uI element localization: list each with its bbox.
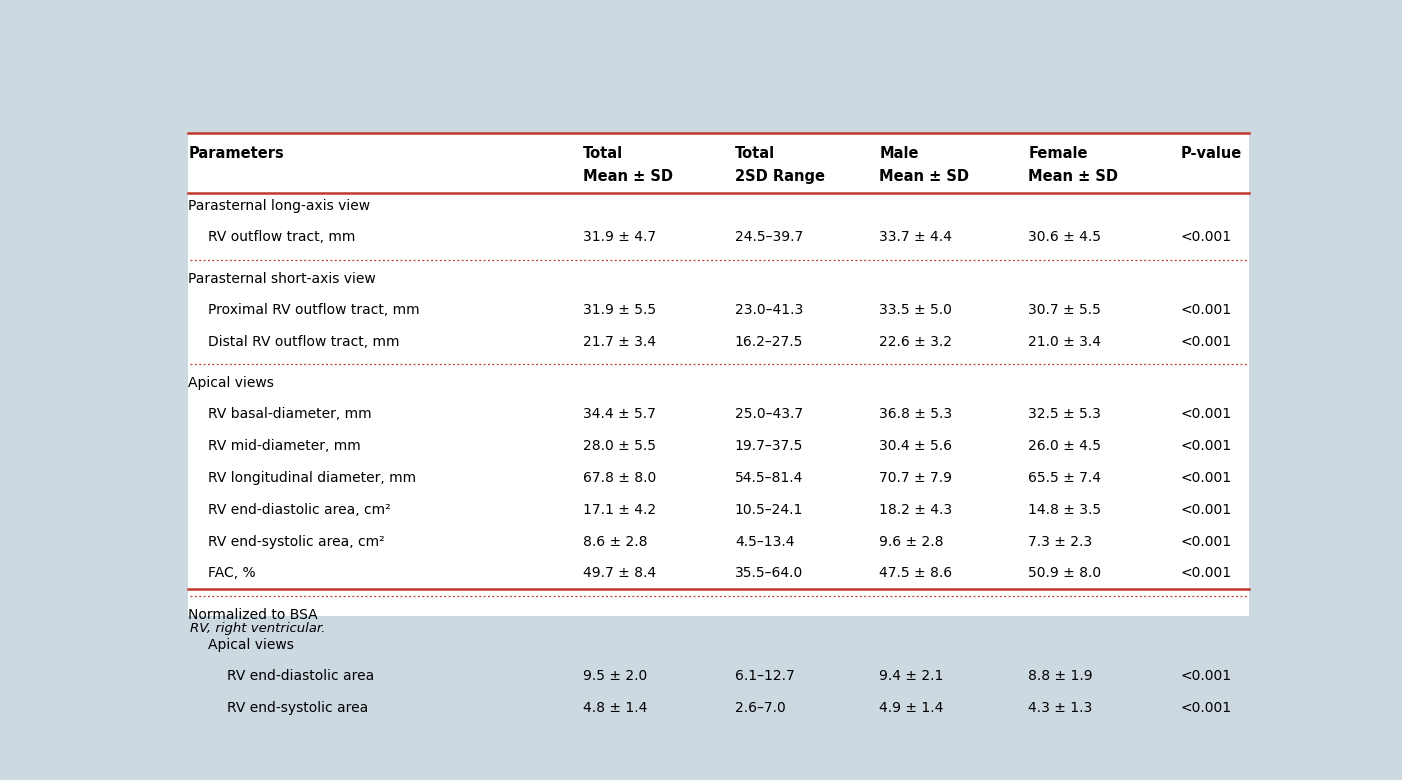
Text: 36.8 ± 5.3: 36.8 ± 5.3 bbox=[879, 407, 952, 421]
Text: RV end-systolic area, cm²: RV end-systolic area, cm² bbox=[207, 534, 384, 548]
Text: <0.001: <0.001 bbox=[1180, 534, 1231, 548]
Text: 9.6 ± 2.8: 9.6 ± 2.8 bbox=[879, 534, 944, 548]
Text: <0.001: <0.001 bbox=[1180, 471, 1231, 485]
Text: RV end-diastolic area: RV end-diastolic area bbox=[227, 669, 374, 683]
Text: 2.6–7.0: 2.6–7.0 bbox=[735, 701, 785, 715]
Text: Male: Male bbox=[879, 146, 918, 161]
Text: <0.001: <0.001 bbox=[1180, 503, 1231, 516]
Text: 7.3 ± 2.3: 7.3 ± 2.3 bbox=[1028, 534, 1092, 548]
Text: Apical views: Apical views bbox=[188, 377, 275, 390]
Text: Parasternal short-axis view: Parasternal short-axis view bbox=[188, 272, 376, 286]
Text: 21.0 ± 3.4: 21.0 ± 3.4 bbox=[1028, 335, 1101, 349]
Text: 67.8 ± 8.0: 67.8 ± 8.0 bbox=[583, 471, 656, 485]
Text: 33.7 ± 4.4: 33.7 ± 4.4 bbox=[879, 230, 952, 244]
Text: 30.4 ± 5.6: 30.4 ± 5.6 bbox=[879, 439, 952, 453]
Text: 4.9 ± 1.4: 4.9 ± 1.4 bbox=[879, 701, 944, 715]
Text: RV end-systolic area: RV end-systolic area bbox=[227, 701, 369, 715]
Text: 70.7 ± 7.9: 70.7 ± 7.9 bbox=[879, 471, 952, 485]
Text: Normalized to BSA: Normalized to BSA bbox=[188, 608, 318, 622]
Text: 8.6 ± 2.8: 8.6 ± 2.8 bbox=[583, 534, 648, 548]
Text: 25.0–43.7: 25.0–43.7 bbox=[735, 407, 803, 421]
Text: P-value: P-value bbox=[1180, 146, 1242, 161]
Text: 31.9 ± 4.7: 31.9 ± 4.7 bbox=[583, 230, 656, 244]
Text: 35.5–64.0: 35.5–64.0 bbox=[735, 566, 803, 580]
Text: 54.5–81.4: 54.5–81.4 bbox=[735, 471, 803, 485]
Text: 26.0 ± 4.5: 26.0 ± 4.5 bbox=[1028, 439, 1101, 453]
Text: RV basal-diameter, mm: RV basal-diameter, mm bbox=[207, 407, 372, 421]
Text: 9.4 ± 2.1: 9.4 ± 2.1 bbox=[879, 669, 944, 683]
Text: 6.1–12.7: 6.1–12.7 bbox=[735, 669, 795, 683]
Text: RV outflow tract, mm: RV outflow tract, mm bbox=[207, 230, 355, 244]
Text: Parameters: Parameters bbox=[188, 146, 285, 161]
Text: 8.8 ± 1.9: 8.8 ± 1.9 bbox=[1028, 669, 1092, 683]
Text: 31.9 ± 5.5: 31.9 ± 5.5 bbox=[583, 303, 656, 317]
Text: <0.001: <0.001 bbox=[1180, 407, 1231, 421]
Text: 4.8 ± 1.4: 4.8 ± 1.4 bbox=[583, 701, 648, 715]
Text: Mean ± SD: Mean ± SD bbox=[583, 169, 673, 184]
Text: <0.001: <0.001 bbox=[1180, 303, 1231, 317]
Text: Mean ± SD: Mean ± SD bbox=[879, 169, 969, 184]
Text: 2SD Range: 2SD Range bbox=[735, 169, 824, 184]
Text: 23.0–41.3: 23.0–41.3 bbox=[735, 303, 803, 317]
Text: Proximal RV outflow tract, mm: Proximal RV outflow tract, mm bbox=[207, 303, 419, 317]
Text: <0.001: <0.001 bbox=[1180, 701, 1231, 715]
Text: 50.9 ± 8.0: 50.9 ± 8.0 bbox=[1028, 566, 1102, 580]
Text: 32.5 ± 5.3: 32.5 ± 5.3 bbox=[1028, 407, 1101, 421]
Text: <0.001: <0.001 bbox=[1180, 566, 1231, 580]
FancyBboxPatch shape bbox=[188, 133, 1249, 616]
Text: <0.001: <0.001 bbox=[1180, 669, 1231, 683]
Text: 49.7 ± 8.4: 49.7 ± 8.4 bbox=[583, 566, 656, 580]
Text: 4.3 ± 1.3: 4.3 ± 1.3 bbox=[1028, 701, 1092, 715]
Text: Total: Total bbox=[583, 146, 622, 161]
Text: 65.5 ± 7.4: 65.5 ± 7.4 bbox=[1028, 471, 1101, 485]
Text: 16.2–27.5: 16.2–27.5 bbox=[735, 335, 803, 349]
Text: 10.5–24.1: 10.5–24.1 bbox=[735, 503, 803, 516]
Text: 30.7 ± 5.5: 30.7 ± 5.5 bbox=[1028, 303, 1101, 317]
Text: RV end-diastolic area, cm²: RV end-diastolic area, cm² bbox=[207, 503, 391, 516]
Text: 47.5 ± 8.6: 47.5 ± 8.6 bbox=[879, 566, 952, 580]
Text: Mean ± SD: Mean ± SD bbox=[1028, 169, 1119, 184]
Text: <0.001: <0.001 bbox=[1180, 230, 1231, 244]
Text: RV longitudinal diameter, mm: RV longitudinal diameter, mm bbox=[207, 471, 416, 485]
Text: RV mid-diameter, mm: RV mid-diameter, mm bbox=[207, 439, 360, 453]
Text: 33.5 ± 5.0: 33.5 ± 5.0 bbox=[879, 303, 952, 317]
Text: 30.6 ± 4.5: 30.6 ± 4.5 bbox=[1028, 230, 1101, 244]
Text: <0.001: <0.001 bbox=[1180, 439, 1231, 453]
Text: 17.1 ± 4.2: 17.1 ± 4.2 bbox=[583, 503, 656, 516]
Text: 34.4 ± 5.7: 34.4 ± 5.7 bbox=[583, 407, 656, 421]
Text: Apical views: Apical views bbox=[207, 638, 294, 652]
Text: 28.0 ± 5.5: 28.0 ± 5.5 bbox=[583, 439, 656, 453]
Text: 14.8 ± 3.5: 14.8 ± 3.5 bbox=[1028, 503, 1102, 516]
Text: 21.7 ± 3.4: 21.7 ± 3.4 bbox=[583, 335, 656, 349]
Text: 4.5–13.4: 4.5–13.4 bbox=[735, 534, 795, 548]
Text: 22.6 ± 3.2: 22.6 ± 3.2 bbox=[879, 335, 952, 349]
Text: Parasternal long-axis view: Parasternal long-axis view bbox=[188, 199, 370, 213]
Text: RV, right ventricular.: RV, right ventricular. bbox=[191, 622, 325, 635]
Text: Distal RV outflow tract, mm: Distal RV outflow tract, mm bbox=[207, 335, 400, 349]
Text: <0.001: <0.001 bbox=[1180, 335, 1231, 349]
Text: FAC, %: FAC, % bbox=[207, 566, 255, 580]
Text: Female: Female bbox=[1028, 146, 1088, 161]
Text: 9.5 ± 2.0: 9.5 ± 2.0 bbox=[583, 669, 646, 683]
Text: 19.7–37.5: 19.7–37.5 bbox=[735, 439, 803, 453]
Text: Total: Total bbox=[735, 146, 775, 161]
Text: 24.5–39.7: 24.5–39.7 bbox=[735, 230, 803, 244]
Text: 18.2 ± 4.3: 18.2 ± 4.3 bbox=[879, 503, 952, 516]
